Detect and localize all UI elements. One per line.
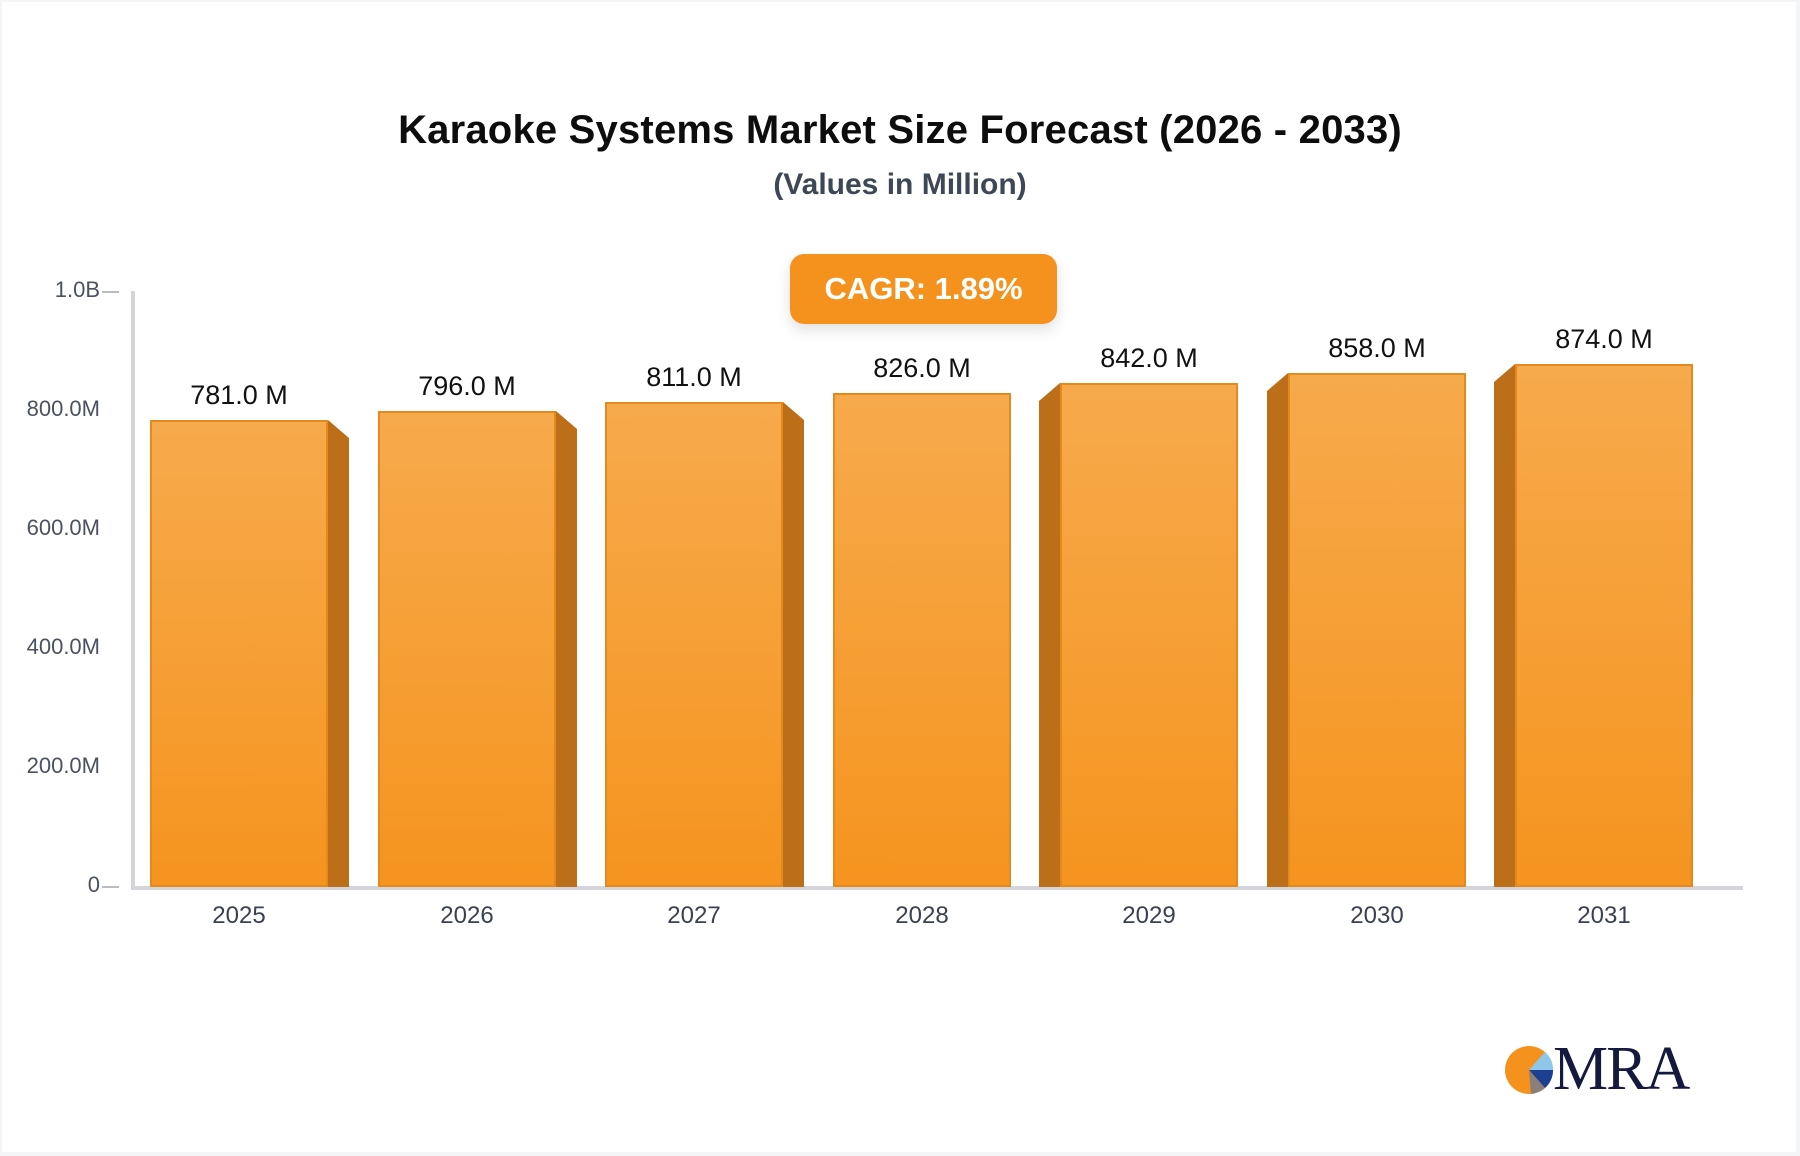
bar-2028 [833, 393, 1011, 887]
bar-2027 [605, 402, 783, 887]
x-tick-label: 2027 [667, 902, 721, 929]
bar-value-label: 858.0 M [1328, 333, 1426, 363]
bar-side-face [1494, 364, 1515, 887]
bar-2030 [1288, 373, 1466, 887]
x-tick-label: 2029 [1122, 902, 1176, 929]
bar-2029 [1060, 383, 1238, 887]
bar-side-face [328, 420, 349, 887]
y-axis-line [131, 291, 135, 890]
y-tick-label: 800.0M [26, 396, 100, 421]
y-tick-label: 0 [87, 872, 100, 897]
x-tick-label: 2025 [212, 902, 266, 929]
chart-title: Karaoke Systems Market Size Forecast (20… [398, 108, 1402, 152]
bar-value-label: 842.0 M [1100, 343, 1198, 373]
bar-value-label: 826.0 M [873, 353, 971, 383]
y-tick-label: 200.0M [26, 753, 100, 778]
y-tick-label: 600.0M [26, 515, 100, 540]
bar-2025 [150, 420, 328, 887]
x-axis-line [131, 886, 1743, 890]
bar-side-face [1039, 383, 1060, 887]
bar-value-label: 781.0 M [190, 380, 288, 410]
bar-value-label: 811.0 M [646, 362, 742, 392]
y-tick-mark [102, 886, 119, 888]
bar-2026 [378, 411, 556, 887]
y-tick-label: 1.0B [54, 277, 100, 302]
bar-value-label: 874.0 M [1555, 324, 1653, 354]
y-tick-mark [102, 291, 119, 293]
bar-value-label: 796.0 M [418, 371, 516, 401]
pie-chart-icon [1505, 1046, 1553, 1094]
bar-side-face [783, 402, 804, 887]
chart-subtitle: (Values in Million) [773, 168, 1027, 201]
x-tick-label: 2028 [895, 902, 949, 929]
x-tick-label: 2030 [1350, 902, 1404, 929]
bar-2031 [1515, 364, 1693, 887]
mra-logo: MRA [1505, 1035, 1695, 1103]
y-tick-label: 400.0M [26, 634, 100, 659]
bar-side-face [1267, 373, 1288, 887]
logo-text: MRA [1553, 1035, 1690, 1103]
bar-side-face [556, 411, 577, 887]
x-tick-label: 2031 [1577, 902, 1631, 929]
x-tick-label: 2026 [440, 902, 494, 929]
cagr-badge: CAGR: 1.89% [790, 254, 1057, 324]
